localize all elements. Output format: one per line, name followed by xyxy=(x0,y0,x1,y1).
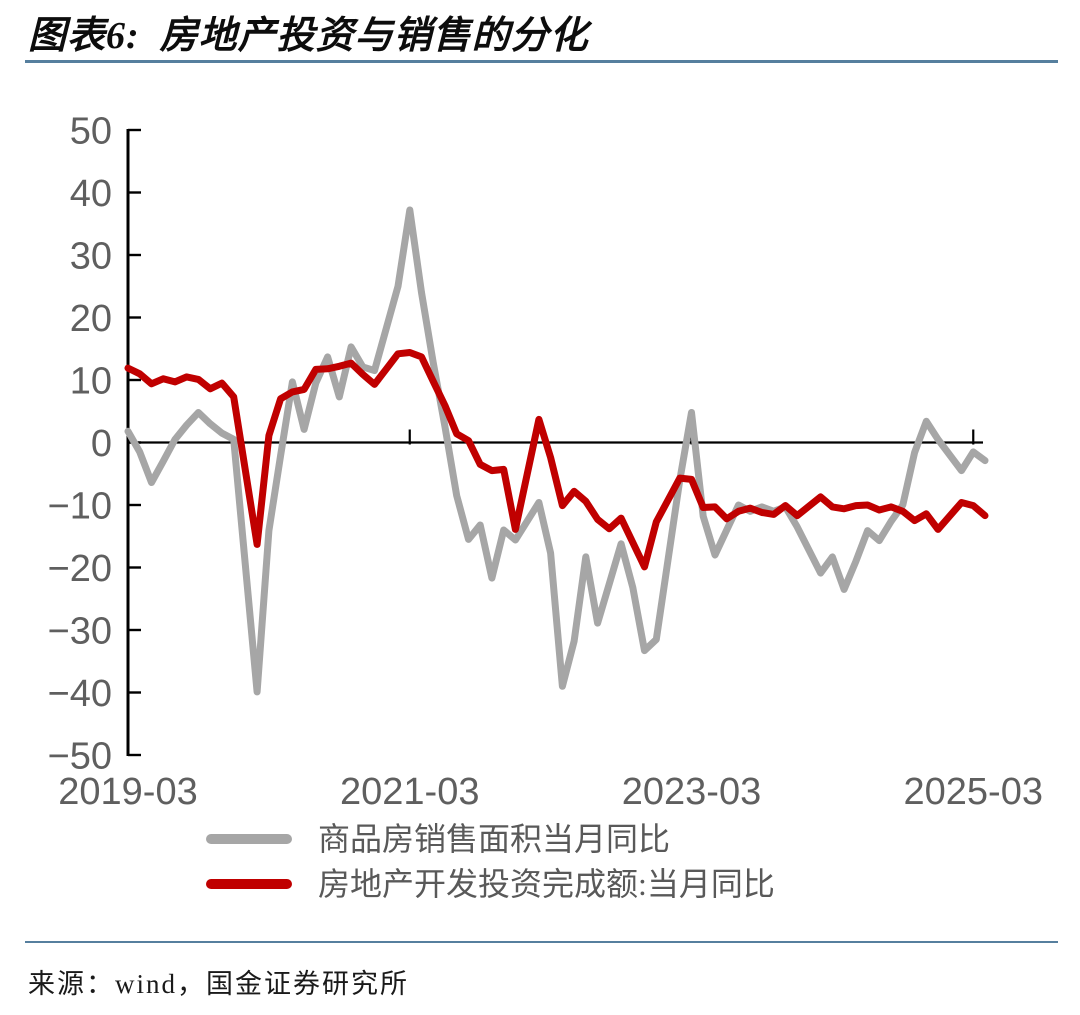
series-line-1 xyxy=(124,349,989,571)
y-tick-label: −50 xyxy=(48,735,112,777)
top-divider xyxy=(25,60,1058,63)
figure-title: 图表6: 房地产投资与销售的分化 xyxy=(28,4,589,59)
legend-item-investment: 房地产开发投资完成额:当月同比 xyxy=(206,861,775,906)
investment-line-swatch xyxy=(206,878,292,889)
figure-title-text: 房地产投资与销售的分化 xyxy=(159,15,589,57)
chart-legend: 商品房销售面积当月同比 房地产开发投资完成额:当月同比 xyxy=(206,816,775,906)
y-tick-label: 20 xyxy=(70,298,112,340)
x-tick-label: 2025-03 xyxy=(904,771,1043,813)
y-tick-label: 30 xyxy=(70,235,112,277)
x-tick-label: 2021-03 xyxy=(340,771,479,813)
investment-legend-label: 房地产开发投资完成额:当月同比 xyxy=(318,865,775,902)
x-tick-label: 2019-03 xyxy=(58,771,197,813)
sales-legend-label: 商品房销售面积当月同比 xyxy=(318,820,671,857)
y-tick-label: −10 xyxy=(48,485,112,527)
y-tick-label: 0 xyxy=(91,423,112,465)
y-tick-label: 40 xyxy=(70,173,112,215)
bottom-divider xyxy=(25,941,1058,943)
y-tick-label: −30 xyxy=(48,610,112,652)
y-tick-label: 50 xyxy=(70,110,112,152)
sales-line-swatch xyxy=(206,833,292,844)
source-note: 来源：wind，国金证券研究所 xyxy=(28,969,409,999)
legend-item-sales: 商品房销售面积当月同比 xyxy=(206,816,775,861)
y-tick-label: −20 xyxy=(48,548,112,590)
series-line-0 xyxy=(124,206,989,696)
figure-number: 图表6: xyxy=(28,15,140,57)
y-tick-label: −40 xyxy=(48,673,112,715)
y-tick-label: 10 xyxy=(70,360,112,402)
x-tick-label: 2023-03 xyxy=(622,771,761,813)
